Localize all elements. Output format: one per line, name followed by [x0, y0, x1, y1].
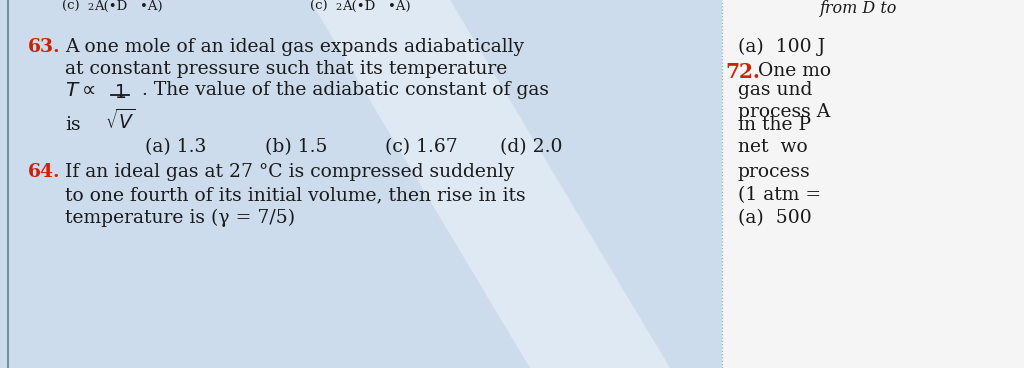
Text: A(•D   •A): A(•D •A) — [94, 0, 163, 13]
Text: One mo: One mo — [758, 62, 831, 80]
Text: 2: 2 — [87, 3, 93, 12]
Polygon shape — [310, 0, 670, 368]
Text: . The value of the adiabatic constant of gas: . The value of the adiabatic constant of… — [142, 81, 549, 99]
Text: A one mole of an ideal gas expands adiabatically: A one mole of an ideal gas expands adiab… — [65, 38, 524, 56]
Text: (a) 1.3: (a) 1.3 — [145, 138, 207, 156]
Text: (a)  100 J: (a) 100 J — [738, 38, 825, 56]
Text: (b) 1.5: (b) 1.5 — [265, 138, 328, 156]
Text: 64.: 64. — [28, 163, 60, 181]
Text: process: process — [738, 163, 811, 181]
Text: 72.: 72. — [725, 62, 760, 82]
Text: from D to: from D to — [820, 0, 897, 17]
Text: (c): (c) — [62, 0, 80, 13]
Text: is: is — [65, 116, 81, 134]
Text: $\sqrt{V}$: $\sqrt{V}$ — [104, 109, 135, 133]
Text: If an ideal gas at 27 °C is compressed suddenly: If an ideal gas at 27 °C is compressed s… — [65, 163, 514, 181]
Text: 2: 2 — [335, 3, 341, 12]
Text: process A: process A — [738, 103, 830, 121]
Text: temperature is (γ = 7/5): temperature is (γ = 7/5) — [65, 209, 295, 227]
Text: (c) 1.67: (c) 1.67 — [385, 138, 458, 156]
Text: (a)  500: (a) 500 — [738, 209, 812, 227]
Text: at constant pressure such that its temperature: at constant pressure such that its tempe… — [65, 60, 507, 78]
Text: (d) 2.0: (d) 2.0 — [500, 138, 562, 156]
Bar — [722, 0, 1024, 368]
Text: $1$: $1$ — [114, 83, 126, 102]
Text: $T \propto$: $T \propto$ — [65, 81, 95, 100]
Text: A(•D   •A): A(•D •A) — [342, 0, 411, 13]
Text: gas und: gas und — [738, 81, 812, 99]
Text: to one fourth of its initial volume, then rise in its: to one fourth of its initial volume, the… — [65, 186, 525, 204]
Text: 63.: 63. — [28, 38, 60, 56]
Text: in the P: in the P — [738, 116, 811, 134]
Text: net  wo: net wo — [738, 138, 808, 156]
Text: (c): (c) — [310, 0, 328, 13]
Text: (1 atm =: (1 atm = — [738, 186, 821, 204]
